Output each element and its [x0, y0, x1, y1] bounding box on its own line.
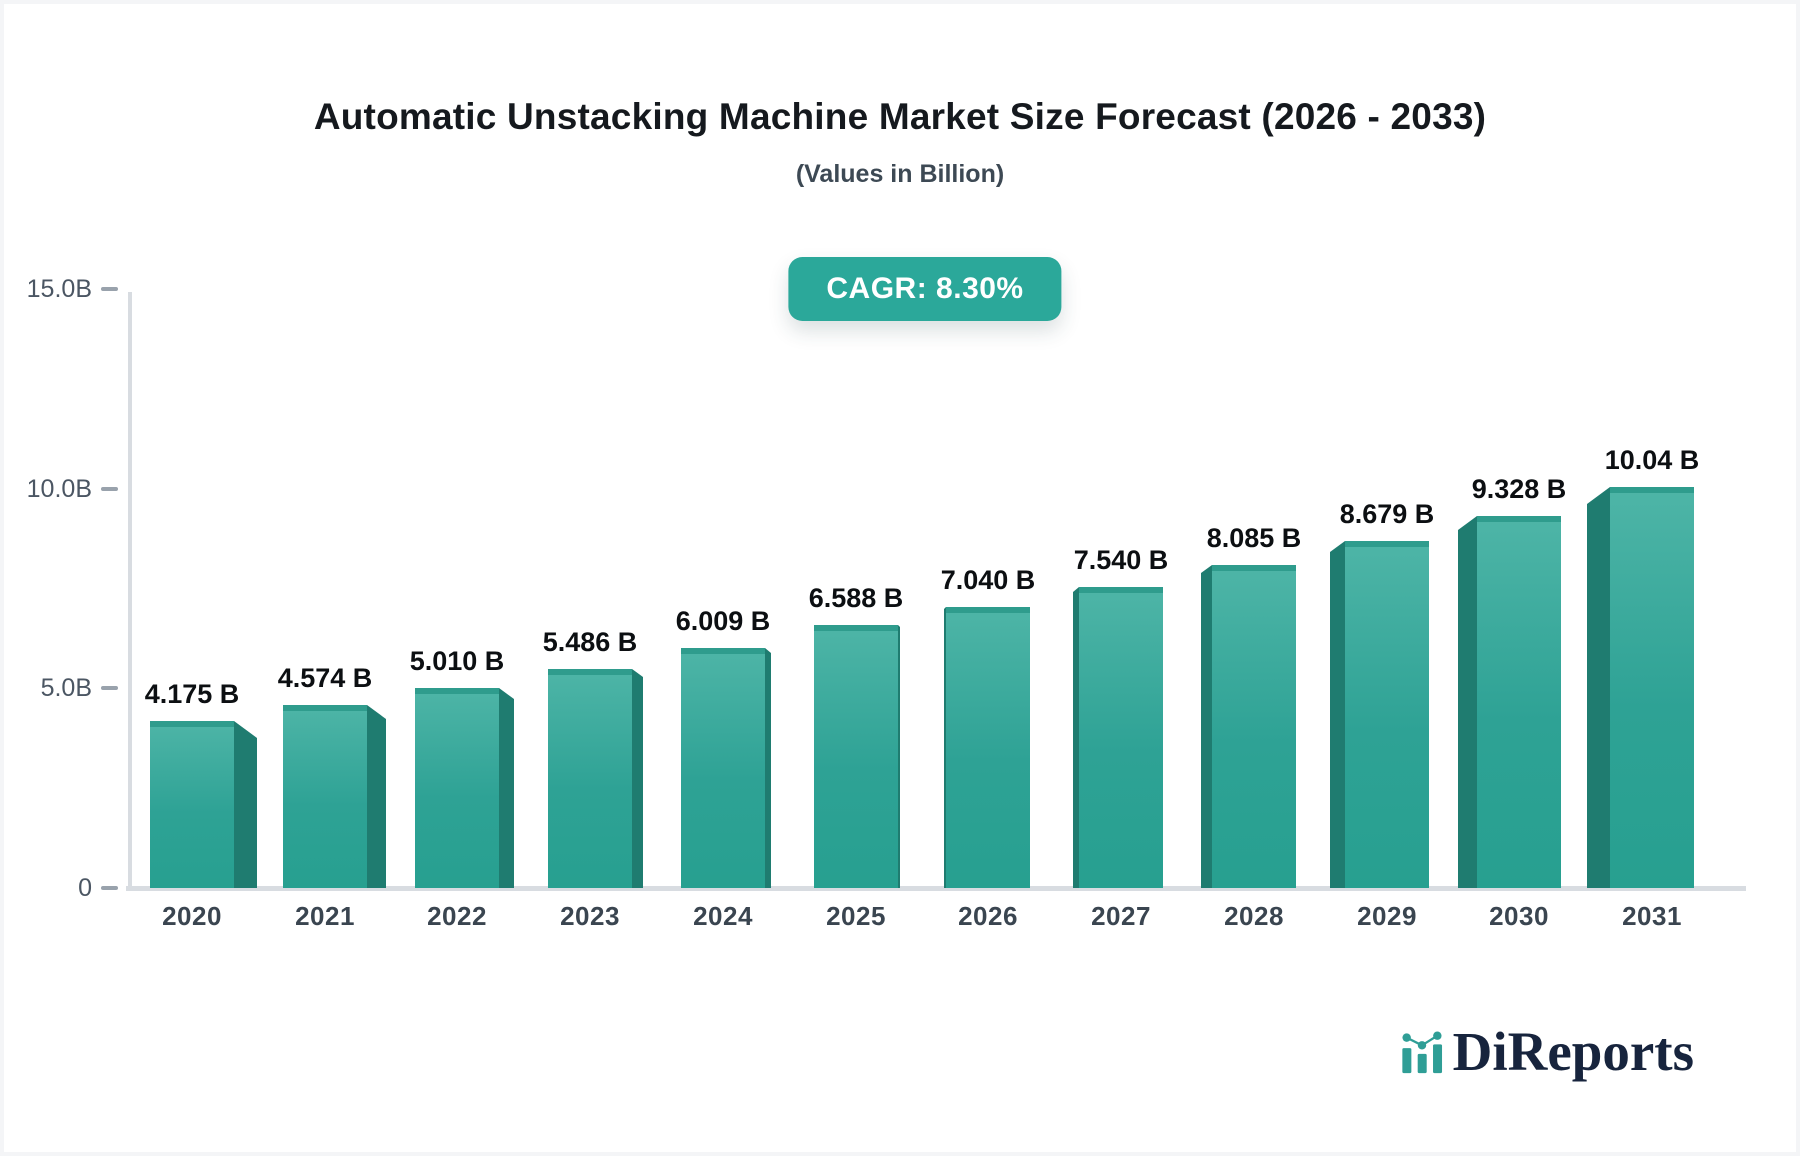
bar-top-face: [1079, 587, 1163, 593]
x-tick-label: 2022: [427, 901, 487, 931]
bar-side-face: [1587, 487, 1610, 888]
x-tick-label: 2024: [693, 901, 753, 931]
bar: [415, 688, 499, 888]
y-tick-dash: [101, 686, 118, 690]
x-tick-label: 2027: [1091, 901, 1151, 931]
bar: [681, 648, 765, 888]
bar-top-face: [1477, 516, 1561, 522]
y-tick-label: 10.0B: [26, 475, 92, 503]
bar-value-label: 7.040 B: [940, 565, 1036, 595]
x-axis-line: [126, 886, 1746, 891]
bar-top-face: [283, 705, 367, 711]
bar: [283, 705, 367, 888]
x-tick-label: 2026: [958, 901, 1018, 931]
bar-top-face: [681, 648, 765, 654]
bar: [548, 669, 632, 888]
bar: [946, 607, 1030, 888]
bar-side-face: [1073, 587, 1079, 888]
cagr-badge: CAGR: 8.30%: [788, 257, 1062, 321]
bar-value-label: 7.540 B: [1073, 545, 1169, 575]
mini-bar-chart-icon: [1401, 1031, 1442, 1074]
bar-top-face: [1212, 565, 1296, 571]
x-tick-label: 2020: [162, 901, 222, 931]
chart-subtitle: (Values in Billion): [795, 160, 1005, 188]
bar-value-label: 8.085 B: [1206, 523, 1302, 553]
bar: [1345, 541, 1429, 888]
y-tick-dash: [101, 487, 118, 491]
bar-value-label: 4.175 B: [144, 679, 240, 709]
bar-value-label: 4.574 B: [277, 663, 373, 693]
y-tick-label: 15.0B: [26, 275, 92, 303]
bar: [1477, 516, 1561, 888]
bar: [1212, 565, 1296, 888]
bar: [814, 625, 898, 888]
bar-value-label: 10.04 B: [1604, 445, 1700, 475]
bar-top-face: [415, 688, 499, 694]
bar-value-label: 6.588 B: [808, 583, 904, 613]
bar-value-label: 9.328 B: [1471, 474, 1567, 504]
bar-value-label: 6.009 B: [675, 606, 771, 636]
bar: [1079, 587, 1163, 888]
bar-side-face: [499, 688, 514, 888]
chart-title: Automatic Unstacking Machine Market Size…: [313, 96, 1487, 137]
bar-side-face: [898, 625, 900, 888]
bar-side-face: [944, 607, 946, 888]
x-tick-label: 2021: [295, 901, 355, 931]
y-tick-label: 5.0B: [40, 674, 92, 702]
x-tick-label: 2030: [1489, 901, 1549, 931]
x-tick-label: 2028: [1224, 901, 1284, 931]
bar: [1610, 487, 1694, 888]
brand-logo: DiReports: [1399, 1022, 1694, 1082]
x-tick-label: 2023: [560, 901, 620, 931]
bar-top-face: [814, 625, 898, 631]
brand-logo-text: DiReports: [1452, 1021, 1694, 1082]
x-tick-label: 2031: [1622, 901, 1682, 931]
bar-side-face: [367, 705, 386, 888]
bar-value-label: 5.486 B: [542, 627, 638, 657]
y-axis-line: [128, 292, 132, 890]
bar-side-face: [1330, 541, 1345, 888]
bar-top-face: [1610, 487, 1694, 493]
bar-side-face: [765, 648, 771, 888]
bar-value-label: 8.679 B: [1339, 499, 1435, 529]
x-tick-label: 2029: [1357, 901, 1417, 931]
bar-top-face: [1345, 541, 1429, 547]
bar: [150, 721, 234, 888]
y-tick-label: 0: [78, 874, 92, 902]
x-tick-label: 2025: [826, 901, 886, 931]
bar-top-face: [946, 607, 1030, 613]
y-tick-dash: [101, 287, 118, 291]
y-tick-dash: [101, 886, 118, 890]
bar-side-face: [234, 721, 257, 888]
bar-side-face: [632, 669, 643, 888]
bar-top-face: [150, 721, 234, 727]
bar-value-label: 5.010 B: [409, 646, 505, 676]
bar-top-face: [548, 669, 632, 675]
bar-side-face: [1201, 565, 1212, 888]
bar-side-face: [1458, 516, 1477, 888]
